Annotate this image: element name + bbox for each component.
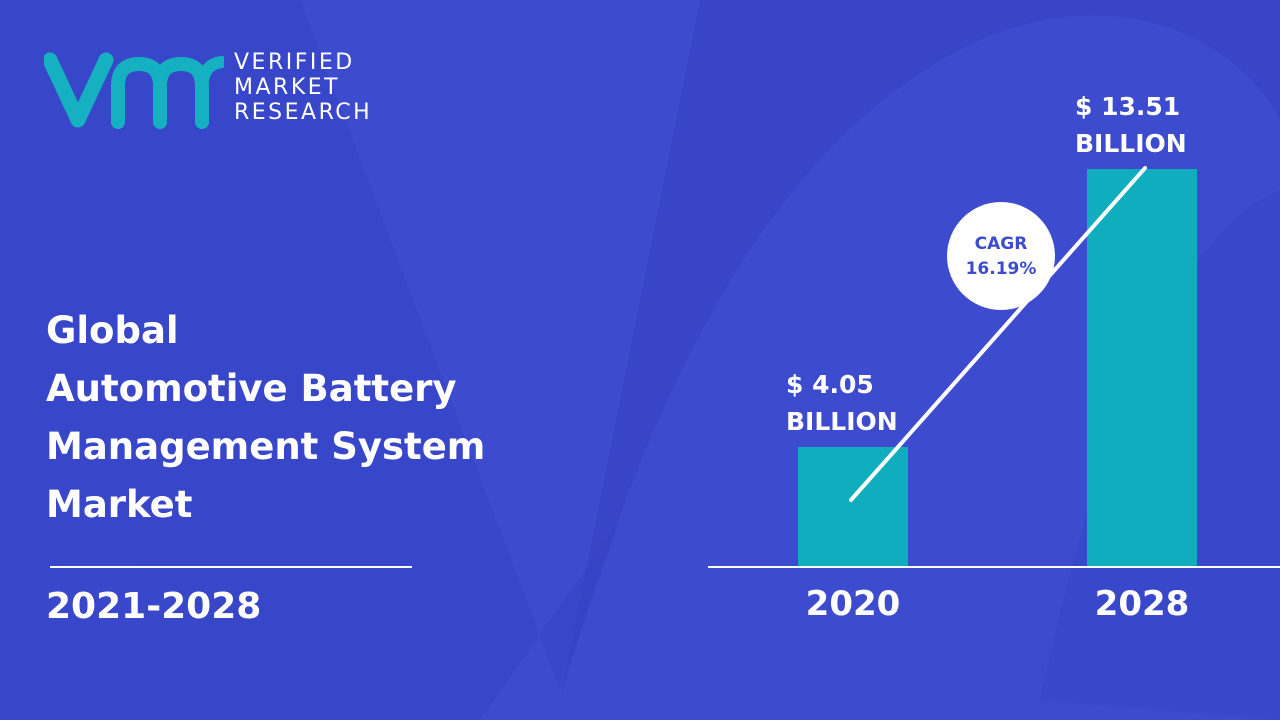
brand-line-1: VERIFIED [234,50,355,75]
cagr-label: CAGR [975,234,1028,254]
growth-line [849,166,1147,502]
cagr-value: 16.19% [966,259,1037,279]
brand-line-2: MARKET [234,75,341,100]
cagr-bubble [947,202,1055,310]
title-line-1: Global [46,309,179,352]
title-line-2: Automotive Battery [46,367,457,410]
value-unit-2020: BILLION [786,407,898,436]
title-divider [50,566,412,568]
x-tick-2028: 2028 [1095,584,1190,624]
title-line-4: Market [46,483,193,526]
bar-2020 [798,447,908,566]
brand-line-3: RESEARCH [234,100,373,125]
title-line-3: Management System [46,425,486,468]
bar-2028 [1087,169,1197,567]
value-label-2028: $ 13.51 [1075,92,1180,121]
vmr-logo-icon [44,52,224,129]
brand-name: VERIFIED MARKET RESEARCH [234,50,372,125]
company-logo: VERIFIED MARKET RESEARCH [44,50,404,130]
report-title: Global Automotive Battery Management Sys… [46,302,646,534]
value-label-2020: $ 4.05 [786,370,874,399]
value-unit-2028: BILLION [1075,129,1187,158]
forecast-period: 2021-2028 [46,586,262,627]
x-tick-2020: 2020 [806,584,901,624]
